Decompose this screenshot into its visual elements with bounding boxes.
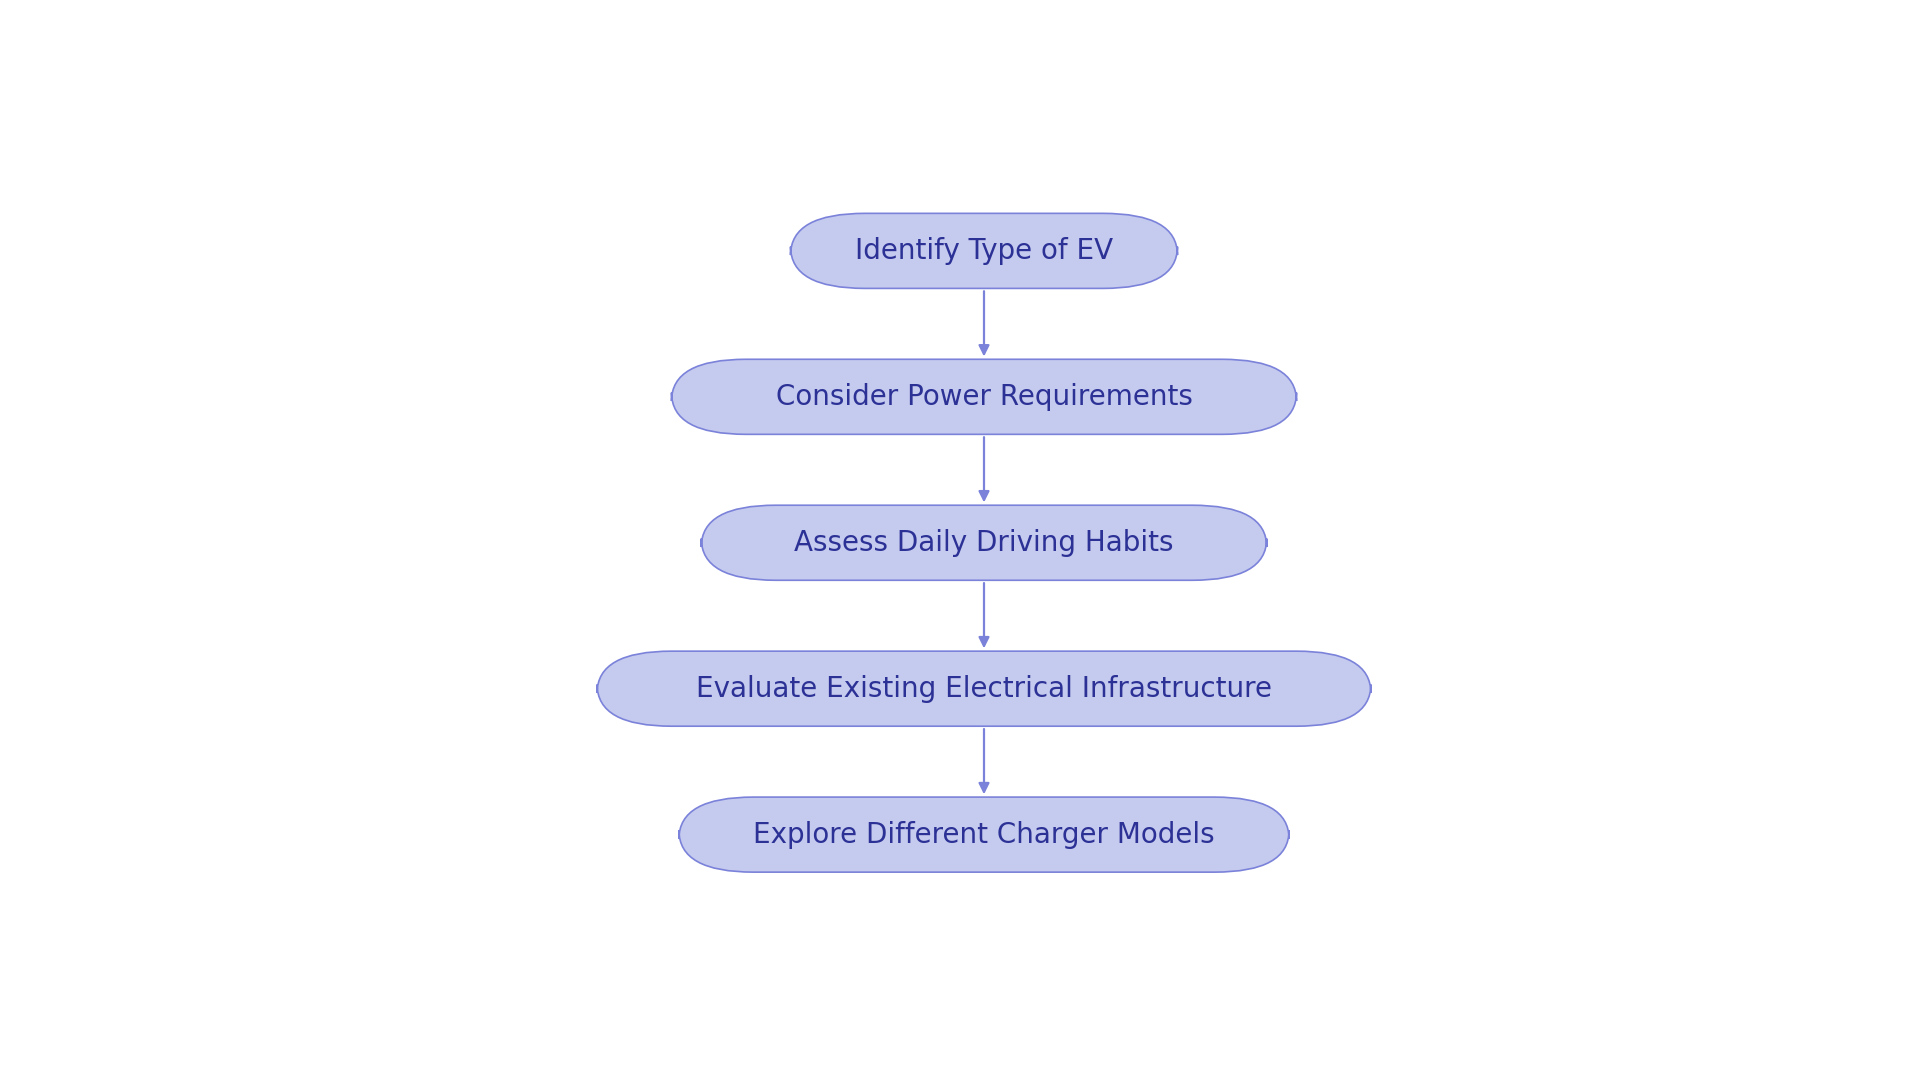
FancyBboxPatch shape xyxy=(680,797,1288,872)
Text: Evaluate Existing Electrical Infrastructure: Evaluate Existing Electrical Infrastruct… xyxy=(695,675,1271,703)
Text: Identify Type of EV: Identify Type of EV xyxy=(854,237,1114,265)
Text: Assess Daily Driving Habits: Assess Daily Driving Habits xyxy=(795,529,1173,557)
FancyBboxPatch shape xyxy=(791,213,1177,288)
Text: Consider Power Requirements: Consider Power Requirements xyxy=(776,382,1192,410)
FancyBboxPatch shape xyxy=(701,505,1267,580)
FancyBboxPatch shape xyxy=(672,360,1296,434)
FancyBboxPatch shape xyxy=(597,651,1371,727)
Text: Explore Different Charger Models: Explore Different Charger Models xyxy=(753,821,1215,849)
